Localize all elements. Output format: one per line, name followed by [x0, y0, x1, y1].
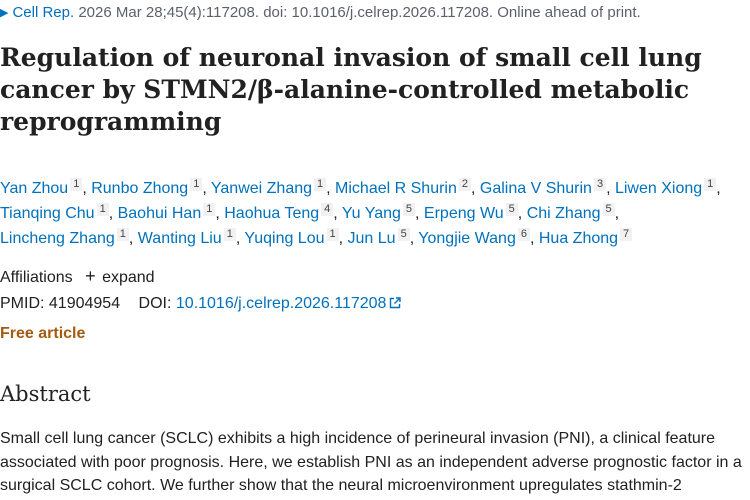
doi-value: 10.1016/j.celrep.2026.117208: [175, 295, 387, 312]
free-article-badge: Free article: [0, 325, 86, 342]
citation-details: 2026 Mar 28;45(4):117208. doi: 10.1016/j…: [78, 4, 641, 21]
identifiers-row: PMID: 41904954 DOI: 10.1016/j.celrep.202…: [0, 295, 402, 314]
affiliation-number[interactable]: 5: [602, 203, 615, 216]
expand-button[interactable]: + expand: [85, 266, 155, 286]
affiliation-number[interactable]: 6: [517, 228, 530, 241]
pmid-label: PMID:: [0, 295, 45, 312]
author-item: Lincheng Zhang 1: [0, 228, 129, 247]
author-name-link[interactable]: Jun Lu: [347, 230, 396, 247]
author-item: Liwen Xiong 1: [614, 178, 717, 197]
pmid-value: 41904954: [48, 295, 121, 312]
author-item: Baohui Han 1: [117, 203, 216, 222]
author-name-link[interactable]: Yanwei Zhang: [210, 180, 313, 197]
author-name-link[interactable]: Yu Yang: [341, 205, 401, 222]
author-name-link[interactable]: Tianqing Chu: [0, 205, 95, 222]
author-item: Yanwei Zhang 1: [210, 178, 327, 197]
affiliation-number[interactable]: 2: [458, 178, 471, 191]
author-name-link[interactable]: Yuqing Lou: [244, 230, 325, 247]
author-name-link[interactable]: Wanting Liu: [137, 230, 222, 247]
affiliation-number[interactable]: 1: [326, 228, 339, 241]
affiliation-number[interactable]: 1: [116, 228, 129, 241]
author-name-link[interactable]: Baohui Han: [117, 205, 202, 222]
affiliation-number[interactable]: 1: [314, 178, 327, 191]
author-name-link[interactable]: Yongjie Wang: [418, 230, 516, 247]
author-item: Tianqing Chu 1: [0, 203, 109, 222]
external-link-icon: [389, 296, 402, 314]
author-item: Michael R Shurin 2: [335, 178, 471, 197]
citation-line: ▶ Cell Rep. 2026 Mar 28;45(4):117208. doi…: [0, 4, 641, 21]
author-item: Jun Lu 5: [347, 228, 410, 247]
author-item: Yan Zhou 1: [0, 178, 83, 197]
affiliations-label: Affiliations: [0, 269, 73, 286]
affiliation-number[interactable]: 4: [321, 203, 334, 216]
author-name-link[interactable]: Galina V Shurin: [479, 180, 592, 197]
abstract-text: Small cell lung cancer (SCLC) exhibits a…: [0, 430, 742, 494]
plus-icon: +: [85, 266, 96, 286]
affiliation-number[interactable]: 1: [704, 178, 717, 191]
author-name-link[interactable]: Lincheng Zhang: [0, 230, 115, 247]
doi-label: DOI:: [138, 295, 172, 312]
author-name-link[interactable]: Runbo Zhong: [91, 180, 189, 197]
abstract-heading: Abstract: [0, 382, 91, 406]
affiliations-row: Affiliations + expand: [0, 266, 155, 287]
affiliation-number[interactable]: 5: [505, 203, 518, 216]
author-name-link[interactable]: Hua Zhong: [538, 230, 619, 247]
author-item: Galina V Shurin 3: [479, 178, 607, 197]
affiliation-number[interactable]: 5: [397, 228, 410, 241]
affiliation-number[interactable]: 1: [223, 228, 236, 241]
author-item: Yuqing Lou 1: [244, 228, 339, 247]
affiliation-number[interactable]: 1: [96, 203, 109, 216]
doi-link[interactable]: 10.1016/j.celrep.2026.117208: [176, 295, 402, 312]
author-name-link[interactable]: Erpeng Wu: [423, 205, 504, 222]
affiliation-number[interactable]: 5: [402, 203, 416, 216]
author-item: Erpeng Wu 5: [423, 203, 518, 222]
author-item: Chi Zhang 5: [526, 203, 615, 222]
author-item: Runbo Zhong 1: [91, 178, 203, 197]
author-name-link[interactable]: Yan Zhou: [0, 180, 69, 197]
affiliation-number[interactable]: 1: [190, 178, 203, 191]
journal-link[interactable]: Cell Rep.: [12, 4, 75, 21]
author-item: Haohua Teng 4: [224, 203, 334, 222]
author-item: Yu Yang 5: [341, 203, 416, 222]
affiliation-number[interactable]: 1: [70, 178, 83, 191]
author-item: Yongjie Wang 6: [418, 228, 530, 247]
author-name-link[interactable]: Liwen Xiong: [614, 180, 703, 197]
triangle-right-icon[interactable]: ▶: [0, 7, 9, 19]
affiliation-number[interactable]: 7: [620, 228, 633, 241]
affiliation-number[interactable]: 3: [593, 178, 607, 191]
author-item: Hua Zhong 7: [538, 228, 633, 247]
author-name-link[interactable]: Chi Zhang: [526, 205, 601, 222]
article-title: Regulation of neuronal invasion of small…: [0, 43, 702, 136]
author-name-link[interactable]: Haohua Teng: [224, 205, 320, 222]
author-item: Wanting Liu 1: [137, 228, 236, 247]
expand-label: expand: [102, 269, 155, 286]
author-list: Yan Zhou 1, Runbo Zhong 1, Yanwei Zhang 1, …: [0, 178, 721, 247]
author-name-link[interactable]: Michael R Shurin: [335, 180, 457, 197]
affiliation-number[interactable]: 1: [203, 203, 216, 216]
